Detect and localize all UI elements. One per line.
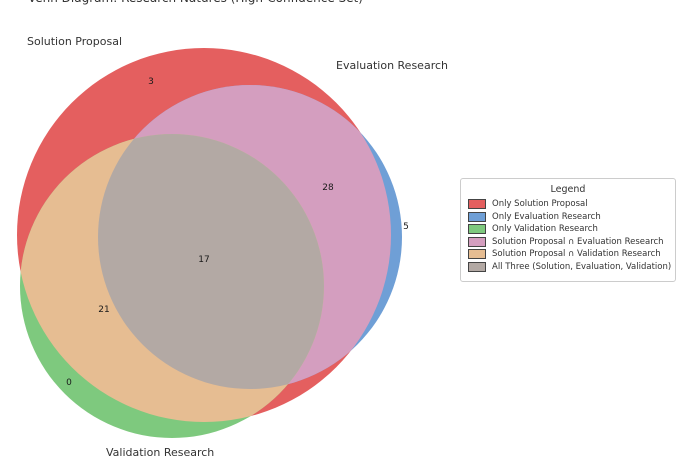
- legend-box: Legend Only Solution Proposal Only Evalu…: [460, 178, 676, 282]
- region-value-only-solution: 3: [148, 77, 154, 87]
- set-label-solution-proposal: Solution Proposal: [27, 35, 122, 48]
- region-all-three: [98, 134, 324, 389]
- region-value-only-validation: 0: [66, 378, 72, 388]
- legend-item: Only Solution Proposal: [468, 199, 668, 209]
- legend-item: Solution Proposal ∩ Evaluation Research: [468, 236, 668, 247]
- legend-swatch-only-solution: [468, 199, 486, 209]
- legend-item: Only Validation Research: [468, 224, 668, 234]
- legend-label: Solution Proposal ∩ Validation Research: [492, 249, 661, 259]
- legend-title: Legend: [550, 184, 586, 195]
- region-value-all-three: 17: [198, 255, 210, 265]
- region-value-only-evaluation: 5: [403, 222, 409, 232]
- legend-label: All Three (Solution, Evaluation, Validat…: [492, 261, 672, 272]
- legend-swatch-solution-evaluation: [468, 236, 486, 247]
- legend-swatch-solution-validation: [468, 249, 486, 259]
- legend-item: Only Evaluation Research: [468, 211, 668, 222]
- set-label-evaluation-research: Evaluation Research: [336, 59, 448, 72]
- chart-title: Venn Diagram: Research Natures (High-Con…: [28, 0, 363, 5]
- set-label-validation-research: Validation Research: [106, 446, 215, 459]
- legend-swatch-only-validation: [468, 224, 486, 234]
- legend-swatch-all-three: [468, 261, 486, 272]
- legend-swatch-only-evaluation: [468, 211, 486, 222]
- region-value-solution-validation: 21: [98, 305, 110, 315]
- legend-label: Solution Proposal ∩ Evaluation Research: [492, 236, 664, 247]
- legend-item: All Three (Solution, Evaluation, Validat…: [468, 261, 672, 272]
- region-value-solution-evaluation: 28: [322, 183, 334, 193]
- legend-label: Only Evaluation Research: [492, 211, 601, 222]
- legend-label: Only Validation Research: [492, 224, 598, 234]
- legend-label: Only Solution Proposal: [492, 199, 588, 209]
- legend-item: Solution Proposal ∩ Validation Research: [468, 249, 668, 259]
